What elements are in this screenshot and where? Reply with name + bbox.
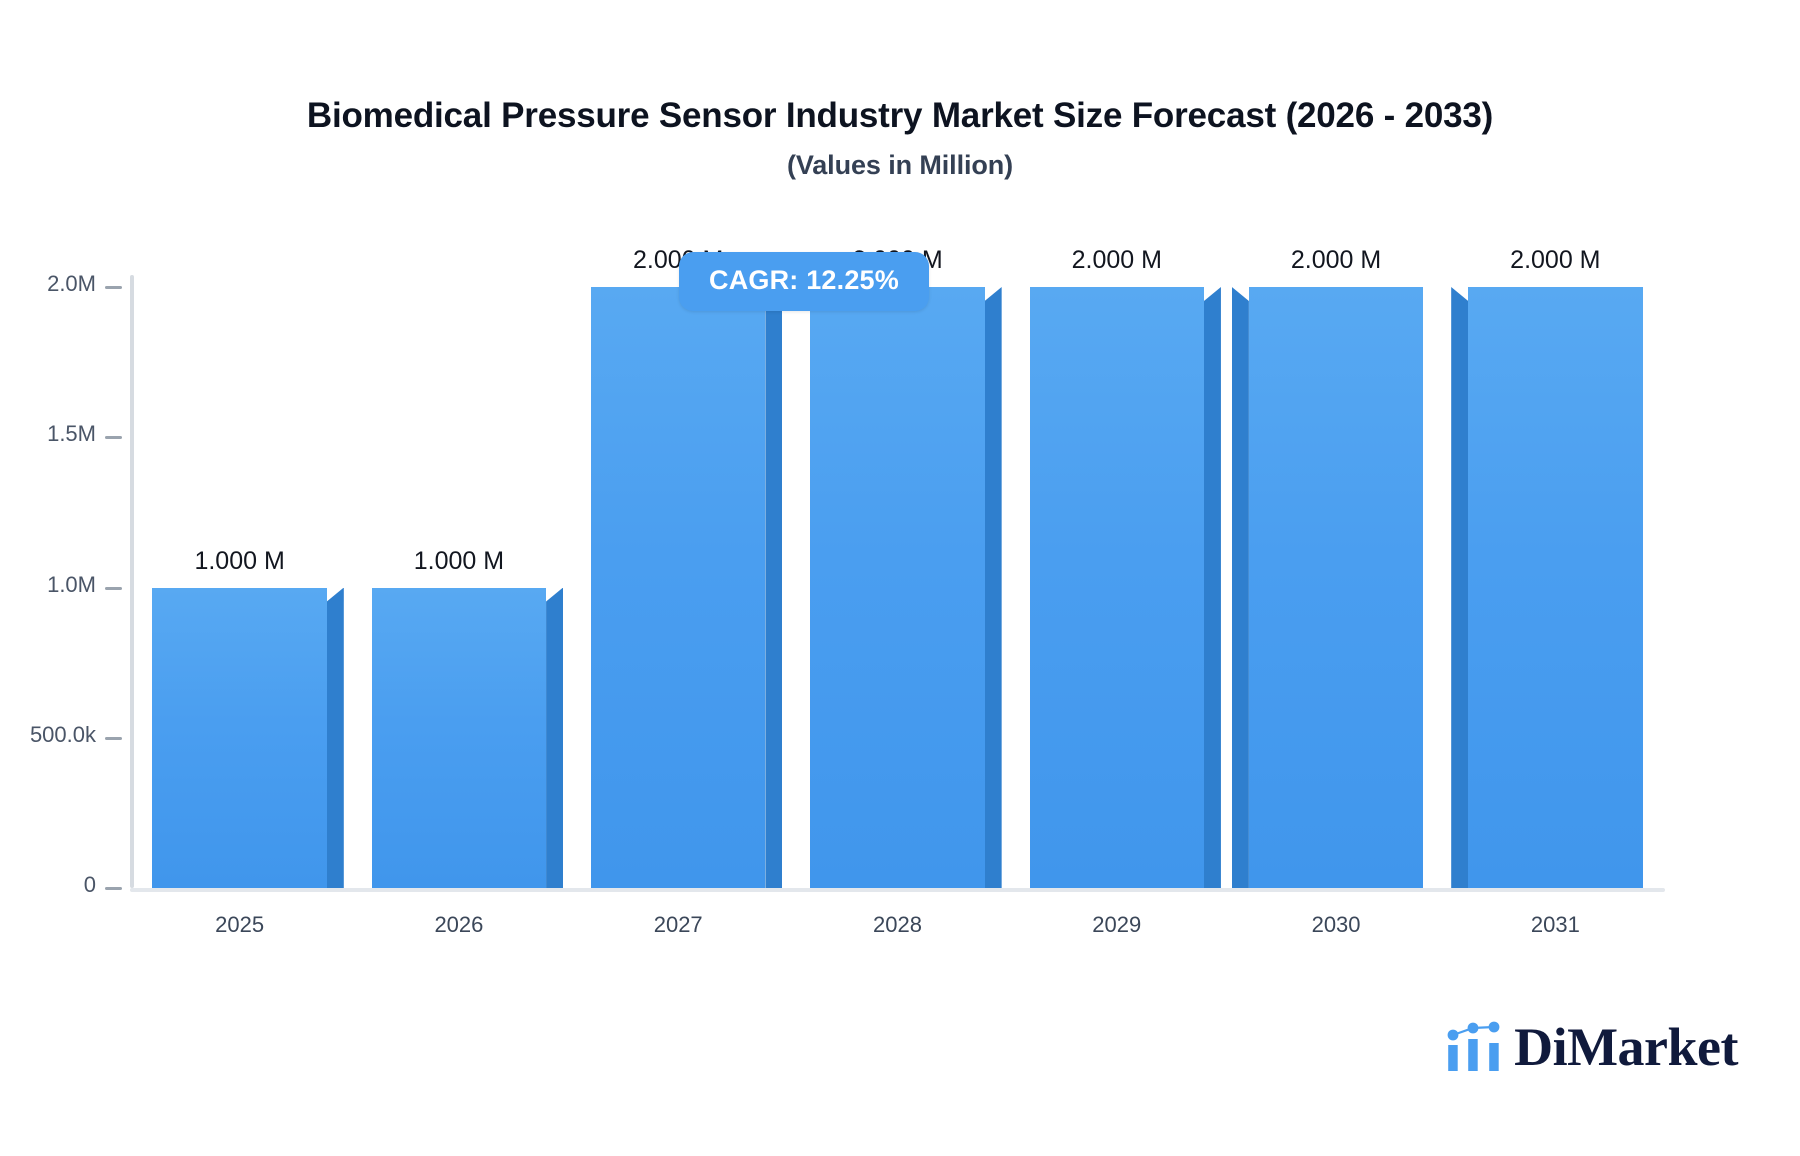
bar-2027[interactable]: 2.000 M [591, 246, 783, 888]
bar-2029[interactable]: 2.000 M [1029, 246, 1221, 888]
bar-2030[interactable]: 2.000 M [1231, 246, 1424, 888]
bar-side-face [546, 587, 564, 888]
bar-2026[interactable]: 1.000 M [371, 547, 564, 888]
y-axis-tick-mark [105, 887, 122, 890]
y-axis-tick-mark [105, 736, 122, 740]
x-axis-line [130, 888, 1665, 892]
bar-front-face [810, 287, 985, 888]
bar-front-face [591, 287, 766, 888]
bar-chart-icon [1447, 1021, 1500, 1071]
bar-value-label: 2.000 M [1071, 246, 1162, 274]
bar-front-face [1468, 287, 1643, 888]
bar-side-face [1451, 287, 1469, 888]
bar-value-label: 1.000 M [413, 546, 505, 575]
y-axis-tick-mark [105, 436, 122, 440]
bar-value-label: 1.000 M [194, 546, 285, 575]
bar-front-face [371, 587, 547, 888]
y-axis-tick-label: 2.0M [47, 271, 96, 296]
bar-2025[interactable]: 1.000 M [152, 547, 344, 888]
chart-subtitle: (Values in Million) [786, 150, 1014, 181]
bar-value-label: 2.000 M [1290, 246, 1382, 274]
x-axis-labels: 2025 2026 2027 2028 2029 2030 2031 [130, 912, 1665, 952]
logo-wordmark: DiMarket [1514, 1017, 1738, 1077]
y-axis-tick-label: 0 [83, 872, 96, 897]
x-axis-label: 2030 [1311, 912, 1361, 937]
plot-area: 2.0M 1.5M 1.0M 500.0k 0 1.000 M 1.000 M 2.000 … [30, 246, 1665, 897]
bar-side-face [984, 287, 1002, 888]
x-axis-label: 2025 [215, 912, 265, 937]
y-axis-tick-label: 1.5M [47, 421, 96, 447]
y-axis-tick-mark [105, 586, 122, 590]
x-axis-label: 2029 [1092, 912, 1142, 937]
bar-side-face [1231, 287, 1249, 888]
chart-title: Biomedical Pressure Sensor Industry Mark… [306, 96, 1494, 135]
cagr-badge: CAGR: 12.25% [679, 252, 929, 311]
bar-series: 1.000 M1.000 M2.000 M2.000 M2.000 M2.000… [130, 246, 1665, 888]
x-axis-label: 2028 [873, 912, 922, 937]
bar-front-face [152, 587, 327, 888]
bar-2028[interactable]: 2.000 M [810, 246, 1002, 888]
x-axis-label: 2027 [653, 912, 703, 937]
x-axis-label: 2031 [1530, 912, 1580, 937]
title-block: Biomedical Pressure Sensor Industry Mark… [0, 96, 1800, 181]
x-axis-label: 2026 [434, 912, 484, 937]
bar-2031[interactable]: 2.000 M [1451, 246, 1643, 888]
bar-value-label: 2.000 M [1510, 246, 1601, 274]
bar-side-face [1203, 287, 1221, 888]
bar-front-face [1248, 287, 1424, 888]
y-axis-tick-label: 1.0M [47, 571, 96, 597]
bar-front-face [1029, 287, 1204, 888]
bar-side-face [326, 587, 344, 888]
y-axis-tick-mark [105, 286, 122, 289]
dimarket-logo: DiMarket [1446, 1020, 1738, 1074]
y-axis-tick-label: 500.0k [29, 721, 96, 747]
bar-side-face [765, 287, 783, 888]
y-axis-line [130, 275, 134, 888]
